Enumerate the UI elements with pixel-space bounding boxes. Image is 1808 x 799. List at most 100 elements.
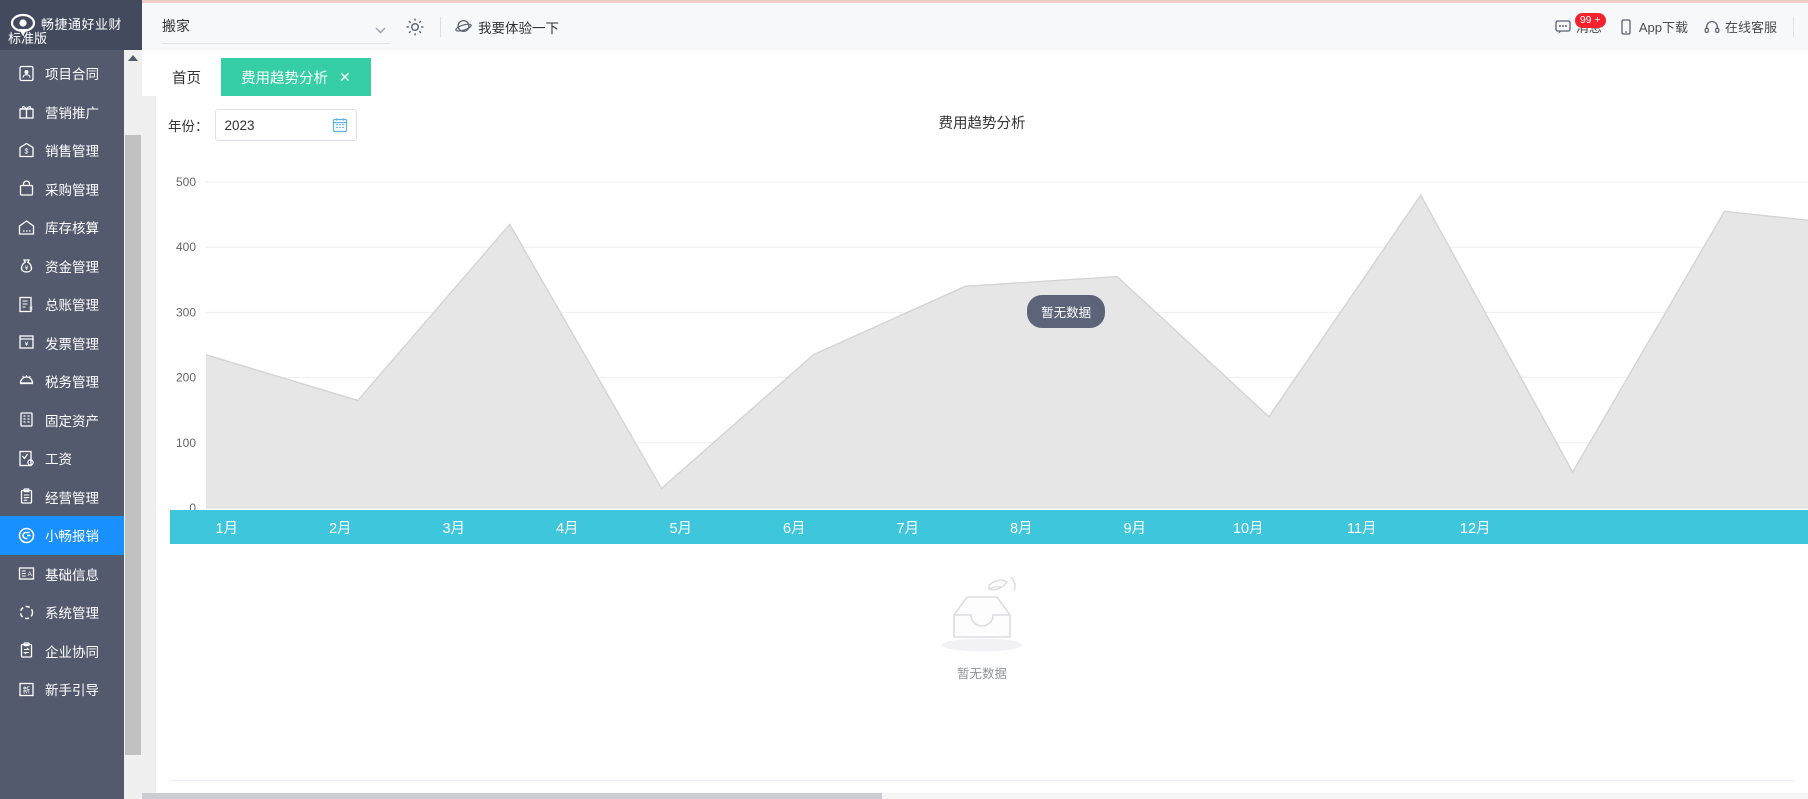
sidebar-item-basic-info[interactable]: A 基础信息 (0, 555, 142, 594)
sidebar-item-label: 库存核算 (45, 221, 99, 237)
content-area: 年份： 2023 费用趋势分析 (142, 96, 1808, 799)
messages-badge: 99 + (1574, 13, 1606, 28)
sidebar-item-system[interactable]: 系统管理 (0, 593, 142, 632)
panel-divider (170, 780, 1794, 781)
headset-icon (1704, 19, 1720, 35)
month-cell[interactable]: 9月 (1123, 520, 1147, 537)
org-selector[interactable]: 搬家 (162, 10, 390, 44)
sidebar-item-invoice[interactable]: ¥ 发票管理 (0, 324, 142, 363)
sidebar-item-label: 基础信息 (45, 567, 99, 583)
sidebar-item-label: 经营管理 (45, 490, 99, 506)
top-right-divider (1793, 16, 1794, 37)
sidebar-item-general-ledger[interactable]: ¥ 总账管理 (0, 285, 142, 324)
sidebar-item-tax[interactable]: 税务管理 (0, 362, 142, 401)
close-icon[interactable]: ✕ (339, 68, 351, 85)
horizontal-scrollbar-thumb[interactable] (142, 793, 882, 799)
sidebar-item-inventory[interactable]: 库存核算 (0, 208, 142, 247)
sidebar-item-label: 资金管理 (45, 259, 99, 275)
sales-tag-icon: $ (18, 142, 35, 159)
sidebar-item-funds[interactable]: ¥ 资金管理 (0, 247, 142, 286)
sidebar-item-guide[interactable]: 新 新手引导 (0, 670, 142, 709)
month-cell[interactable]: 5月 (669, 520, 693, 537)
contract-icon (18, 65, 35, 82)
ledger-icon: ¥ (18, 296, 35, 313)
online-support-button[interactable]: 在线客服 (1704, 17, 1777, 36)
year-input[interactable]: 2023 (214, 109, 357, 141)
money-bag-icon: ¥ (18, 257, 35, 274)
tab-label: 费用趋势分析 (241, 70, 328, 87)
top-right-actions: 消息 99 + App下载 在线客服 (1539, 3, 1794, 50)
online-support-label: 在线客服 (1724, 20, 1777, 35)
sidebar-item-label: 项目合同 (45, 67, 99, 83)
sidebar-item-label: 固定资产 (45, 413, 99, 429)
eye-logo-icon (10, 12, 36, 38)
clipboard-icon (18, 488, 35, 505)
sidebar-item-payroll[interactable]: 工资 (0, 439, 142, 478)
month-cell[interactable]: 1月 (215, 520, 239, 537)
month-cell[interactable]: 2月 (328, 520, 352, 537)
planet-icon (455, 18, 472, 35)
month-cell[interactable]: 11月 (1346, 520, 1377, 537)
year-value: 2023 (224, 117, 255, 133)
brand-edition: 标准版 (8, 31, 48, 46)
month-cell[interactable]: 7月 (896, 520, 920, 537)
system-gear-icon (18, 604, 35, 621)
toolbar-divider (440, 16, 441, 37)
guide-icon: 新 (18, 681, 35, 698)
building-icon (18, 411, 35, 428)
scroll-up-arrow-icon[interactable] (128, 55, 138, 61)
accent-line (142, 0, 1808, 3)
sidebar-item-purchase[interactable]: 采购管理 (0, 170, 142, 209)
sidebar-scrollbar-thumb[interactable] (125, 135, 141, 755)
sidebar-item-marketing[interactable]: 营销推广 (0, 93, 142, 132)
sidebar-item-operations[interactable]: 经营管理 (0, 478, 142, 517)
sidebar-item-label: 小畅报销 (45, 529, 99, 545)
svg-text:A: A (28, 571, 33, 578)
calendar-icon[interactable] (332, 117, 348, 133)
messages-button[interactable]: 消息 99 + (1555, 13, 1606, 36)
sidebar: 畅捷通好业财 标准版 项目合同 营销推广 $ 销售管理 (0, 0, 142, 799)
sidebar-item-reimbursement[interactable]: 小畅报销 (0, 516, 142, 555)
sidebar-item-label: 采购管理 (45, 182, 99, 198)
month-cell[interactable]: 3月 (442, 520, 466, 537)
org-name: 搬家 (162, 18, 190, 34)
gear-icon[interactable] (404, 16, 426, 38)
experience-button[interactable]: 我要体验一下 (455, 17, 559, 37)
sidebar-item-collaboration[interactable]: 企业协同 (0, 632, 142, 671)
svg-text:¥: ¥ (25, 266, 29, 272)
svg-text:200: 200 (176, 371, 196, 385)
sidebar-scrollbar[interactable] (124, 50, 142, 799)
sidebar-item-fixed-assets[interactable]: 固定资产 (0, 401, 142, 440)
chevron-down-icon[interactable] (375, 21, 386, 33)
month-cell[interactable]: 10月 (1232, 520, 1264, 537)
sidebar-item-label: 企业协同 (45, 644, 99, 660)
horizontal-scrollbar[interactable] (142, 793, 1808, 799)
app-download-button[interactable]: App下载 (1618, 17, 1688, 36)
gift-icon (18, 103, 35, 120)
message-icon (1555, 19, 1571, 35)
month-cell[interactable]: 8月 (1009, 520, 1033, 537)
tab-expense-trend-analysis[interactable]: 费用趋势分析 ✕ (221, 58, 371, 96)
reimburse-icon (18, 527, 35, 544)
sidebar-item-project-contract[interactable]: 项目合同 (0, 54, 142, 93)
svg-text:100: 100 (176, 436, 196, 450)
month-scroll-bar[interactable]: 1月 2月 3月 4月 5月 6月 7月 8月 9月 10月 11月 12月 (170, 510, 1808, 544)
month-cell[interactable]: 6月 (782, 520, 806, 537)
empty-box-icon (927, 571, 1037, 661)
sidebar-item-label: 发票管理 (45, 336, 99, 352)
empty-state-text: 暂无数据 (956, 667, 1007, 681)
month-cell[interactable]: 12月 (1459, 520, 1491, 537)
payroll-icon (18, 450, 35, 467)
collaboration-icon (18, 642, 35, 659)
month-cell[interactable]: 4月 (555, 520, 579, 537)
svg-text:¥: ¥ (29, 307, 33, 313)
sidebar-item-sales[interactable]: $ 销售管理 (0, 131, 142, 170)
warehouse-icon (18, 219, 35, 236)
purchase-bag-icon (18, 180, 35, 197)
report-panel: 年份： 2023 费用趋势分析 (156, 96, 1808, 799)
tab-home[interactable]: 首页 (152, 58, 221, 96)
sidebar-nav: 项目合同 营销推广 $ 销售管理 采购管理 (0, 50, 142, 709)
basic-info-icon: A (18, 565, 35, 582)
svg-text:¥: ¥ (25, 341, 29, 348)
